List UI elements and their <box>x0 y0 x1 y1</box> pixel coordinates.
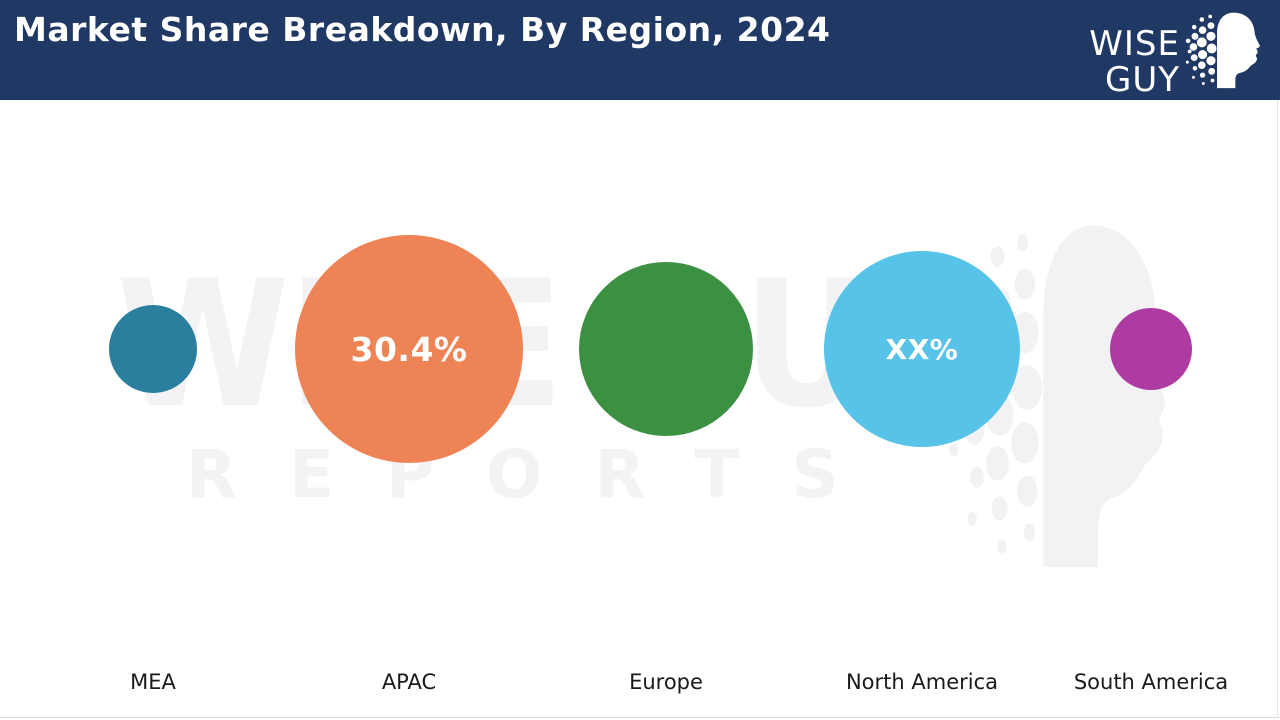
watermark-subtext: REPORTS <box>186 436 891 513</box>
bubble-value-label: XX% <box>885 332 959 366</box>
category-label-south-america: South America <box>1073 670 1229 694</box>
bubble-mea <box>109 305 197 393</box>
bubble-chart: WISE GUY REPORTS 30.4% XX% MEA APAC Europe N… <box>0 100 1280 720</box>
bubble-apac: 30.4% <box>295 235 523 463</box>
logo-face-icon <box>1185 12 1260 89</box>
header-bar: Market Share Breakdown, By Region, 2024 … <box>0 0 1280 114</box>
logo-wordmark: WISE GUY <box>1089 24 1180 100</box>
category-label-apac: APAC <box>381 670 437 694</box>
logo-text: WISE GUY REPORTS <box>1030 26 1180 116</box>
page-title: Market Share Breakdown, By Region, 2024 <box>14 10 831 49</box>
chart-right-border <box>1277 100 1278 718</box>
bubble-value-label: 30.4% <box>350 329 468 369</box>
logo-subtext: REPORTS <box>1058 99 1178 114</box>
category-label-north-america: North America <box>845 670 999 694</box>
chart-bottom-border <box>0 717 1280 718</box>
category-label-mea: MEA <box>130 670 176 694</box>
bubble-europe <box>579 262 753 436</box>
category-label-europe: Europe <box>629 670 703 694</box>
category-axis-labels: MEA APAC Europe North America South America <box>0 670 1280 700</box>
bubble-north-america: XX% <box>824 251 1020 447</box>
wise-guy-logo: WISE GUY REPORTS <box>1030 4 1270 114</box>
bubble-south-america <box>1110 308 1192 390</box>
